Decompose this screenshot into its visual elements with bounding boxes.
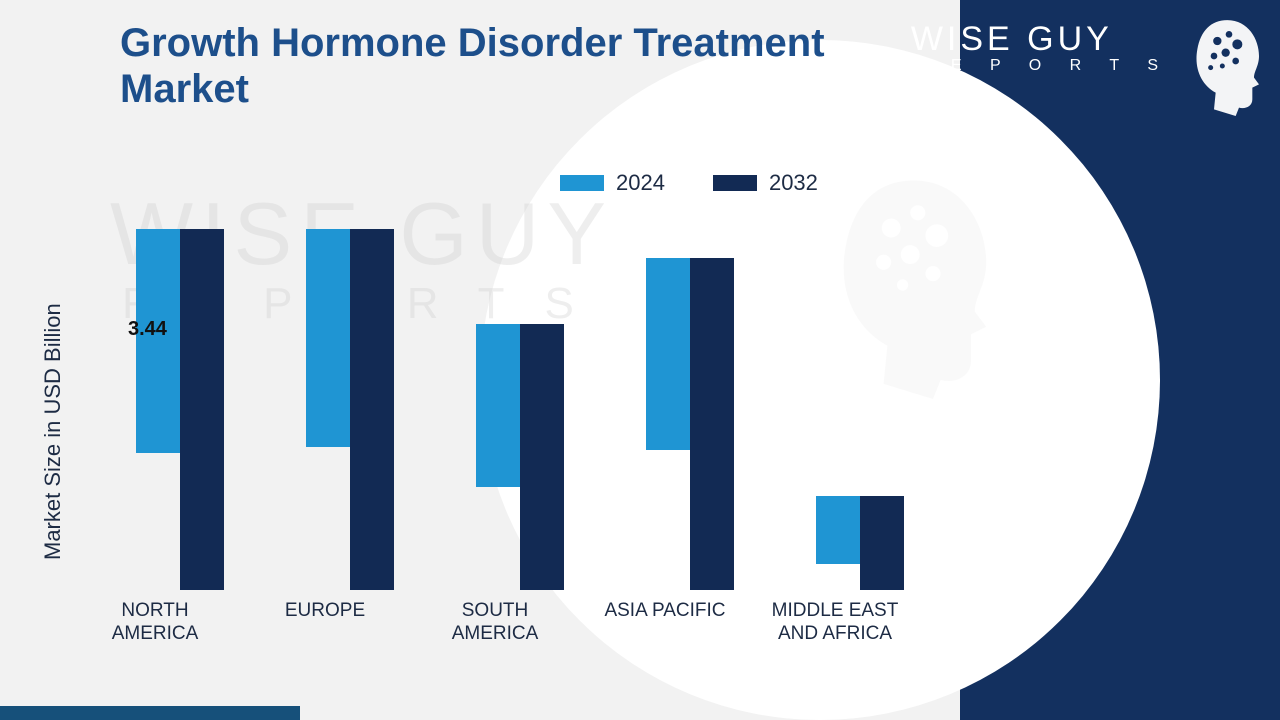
- chart-area: NORTH AMERICAEUROPESOUTH AMERICAASIA PAC…: [100, 200, 960, 590]
- bar: [136, 229, 180, 453]
- legend-swatch-2024: [560, 175, 604, 191]
- bar: [816, 496, 860, 564]
- logo-top: WISE GUY: [911, 20, 1113, 58]
- logo-bottom: R E P O R T S: [911, 58, 1170, 74]
- bar-group: [280, 229, 420, 590]
- x-axis-label: MIDDLE EAST AND AFRICA: [760, 600, 910, 646]
- bar-group: [790, 496, 930, 590]
- bar-value-label: 3.44: [128, 318, 167, 341]
- legend-label-2024: 2024: [616, 170, 665, 196]
- bar-group: [450, 324, 590, 590]
- bar-group: [620, 258, 760, 590]
- chart-title: Growth Hormone Disorder Treatment Market: [120, 20, 880, 112]
- bar: [690, 258, 734, 590]
- y-axis-label: Market Size in USD Billion: [40, 303, 66, 560]
- footer-accent-bar: [0, 706, 300, 720]
- bar: [646, 258, 690, 450]
- x-axis-label: EUROPE: [250, 600, 400, 623]
- x-axis-label: SOUTH AMERICA: [420, 600, 570, 646]
- bar: [180, 229, 224, 590]
- brand-logo: WISE GUY R E P O R T S: [911, 22, 1170, 74]
- legend-item-2024: 2024: [560, 170, 665, 196]
- bar: [476, 324, 520, 487]
- x-axis-label: ASIA PACIFIC: [590, 600, 740, 623]
- bar: [350, 229, 394, 590]
- legend-swatch-2032: [713, 175, 757, 191]
- legend: 2024 2032: [560, 170, 818, 196]
- bar: [520, 324, 564, 590]
- legend-item-2032: 2032: [713, 170, 818, 196]
- legend-label-2032: 2032: [769, 170, 818, 196]
- bar: [306, 229, 350, 447]
- logo-head-icon: [1176, 16, 1262, 116]
- chart-frame: WISE GUY REPORTS Growth Hormone Disorder…: [0, 0, 1280, 720]
- plot-area: NORTH AMERICAEUROPESOUTH AMERICAASIA PAC…: [100, 200, 960, 590]
- x-axis-label: NORTH AMERICA: [80, 600, 230, 646]
- bar-group: [110, 229, 250, 590]
- bar: [860, 496, 904, 590]
